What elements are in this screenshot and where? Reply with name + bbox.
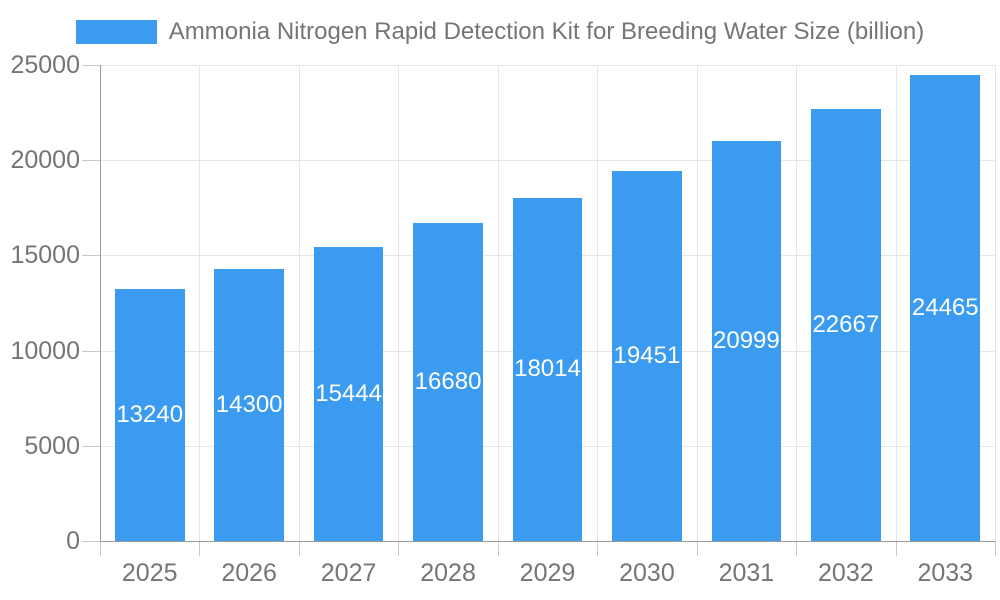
x-axis-label: 2026 — [221, 559, 277, 587]
bar-value-label: 14300 — [215, 390, 283, 418]
bar-value-label: 15444 — [315, 379, 382, 407]
legend-label: Ammonia Nitrogen Rapid Detection Kit for… — [168, 18, 925, 45]
y-axis-label: 10000 — [10, 336, 80, 365]
gridline-horizontal — [100, 160, 995, 162]
gridline-vertical — [895, 65, 897, 541]
y-axis-tick — [82, 350, 100, 352]
bar-2031: 20999 — [711, 141, 782, 541]
gridline-vertical — [696, 65, 698, 541]
bar-2029: 18014 — [512, 198, 583, 541]
x-axis-line — [100, 541, 995, 542]
y-axis-tick — [82, 445, 100, 447]
y-axis-label: 15000 — [10, 241, 80, 270]
y-axis-line — [100, 65, 101, 541]
gridline-vertical — [995, 65, 996, 541]
bar-value-label: 19451 — [613, 341, 681, 369]
legend-item[interactable]: Ammonia Nitrogen Rapid Detection Kit for… — [0, 18, 1000, 45]
bar-2025: 13240 — [114, 288, 185, 541]
x-axis-label: 2033 — [917, 559, 974, 587]
bar-2028: 16680 — [413, 223, 483, 541]
y-axis-tick — [82, 541, 100, 542]
y-axis-label: 25000 — [10, 51, 80, 79]
bar-2026: 14300 — [214, 268, 284, 541]
x-axis-label: 2028 — [420, 559, 476, 587]
y-axis-tick — [82, 160, 100, 162]
bar-2030: 19451 — [612, 170, 682, 541]
bar-value-label: 20999 — [713, 327, 780, 355]
x-axis-label: 2030 — [619, 559, 675, 587]
x-axis-tick — [895, 541, 897, 556]
y-axis-label: 20000 — [10, 146, 80, 175]
x-axis-label: 2029 — [519, 559, 576, 587]
y-axis-tick — [82, 65, 100, 66]
bar-2032: 22667 — [811, 109, 881, 541]
gridline-vertical — [597, 65, 599, 541]
gridline-vertical — [497, 65, 499, 541]
bar-2033: 24465 — [910, 75, 981, 541]
x-axis-tick — [497, 541, 499, 556]
bar-value-label: 22667 — [812, 311, 880, 339]
x-axis-label: 2032 — [818, 559, 874, 587]
bar-2027: 15444 — [313, 246, 384, 541]
x-axis-tick — [398, 541, 400, 556]
legend-swatch-icon — [75, 20, 157, 44]
y-axis-tick — [82, 255, 100, 257]
bar-value-label: 13240 — [116, 400, 184, 428]
x-axis-tick — [199, 541, 201, 556]
x-axis-tick — [597, 541, 599, 556]
bar-value-label: 24465 — [911, 294, 979, 322]
x-axis-label: 2025 — [121, 559, 178, 587]
x-axis-label: 2031 — [718, 559, 775, 587]
gridline-vertical — [398, 65, 400, 541]
gridline-vertical — [199, 65, 201, 541]
x-axis-tick — [100, 541, 101, 556]
x-axis-label: 2027 — [320, 559, 377, 587]
y-axis-label: 5000 — [24, 431, 80, 460]
x-axis-tick — [796, 541, 798, 556]
bar-value-label: 16680 — [414, 368, 482, 396]
gridline-vertical — [298, 65, 300, 541]
gridline-vertical — [796, 65, 798, 541]
bar-value-label: 18014 — [514, 355, 581, 383]
gridline-horizontal — [100, 65, 995, 66]
y-axis-label: 0 — [66, 527, 80, 555]
x-axis-tick — [298, 541, 300, 556]
x-axis-tick — [995, 541, 996, 556]
x-axis-tick — [696, 541, 698, 556]
